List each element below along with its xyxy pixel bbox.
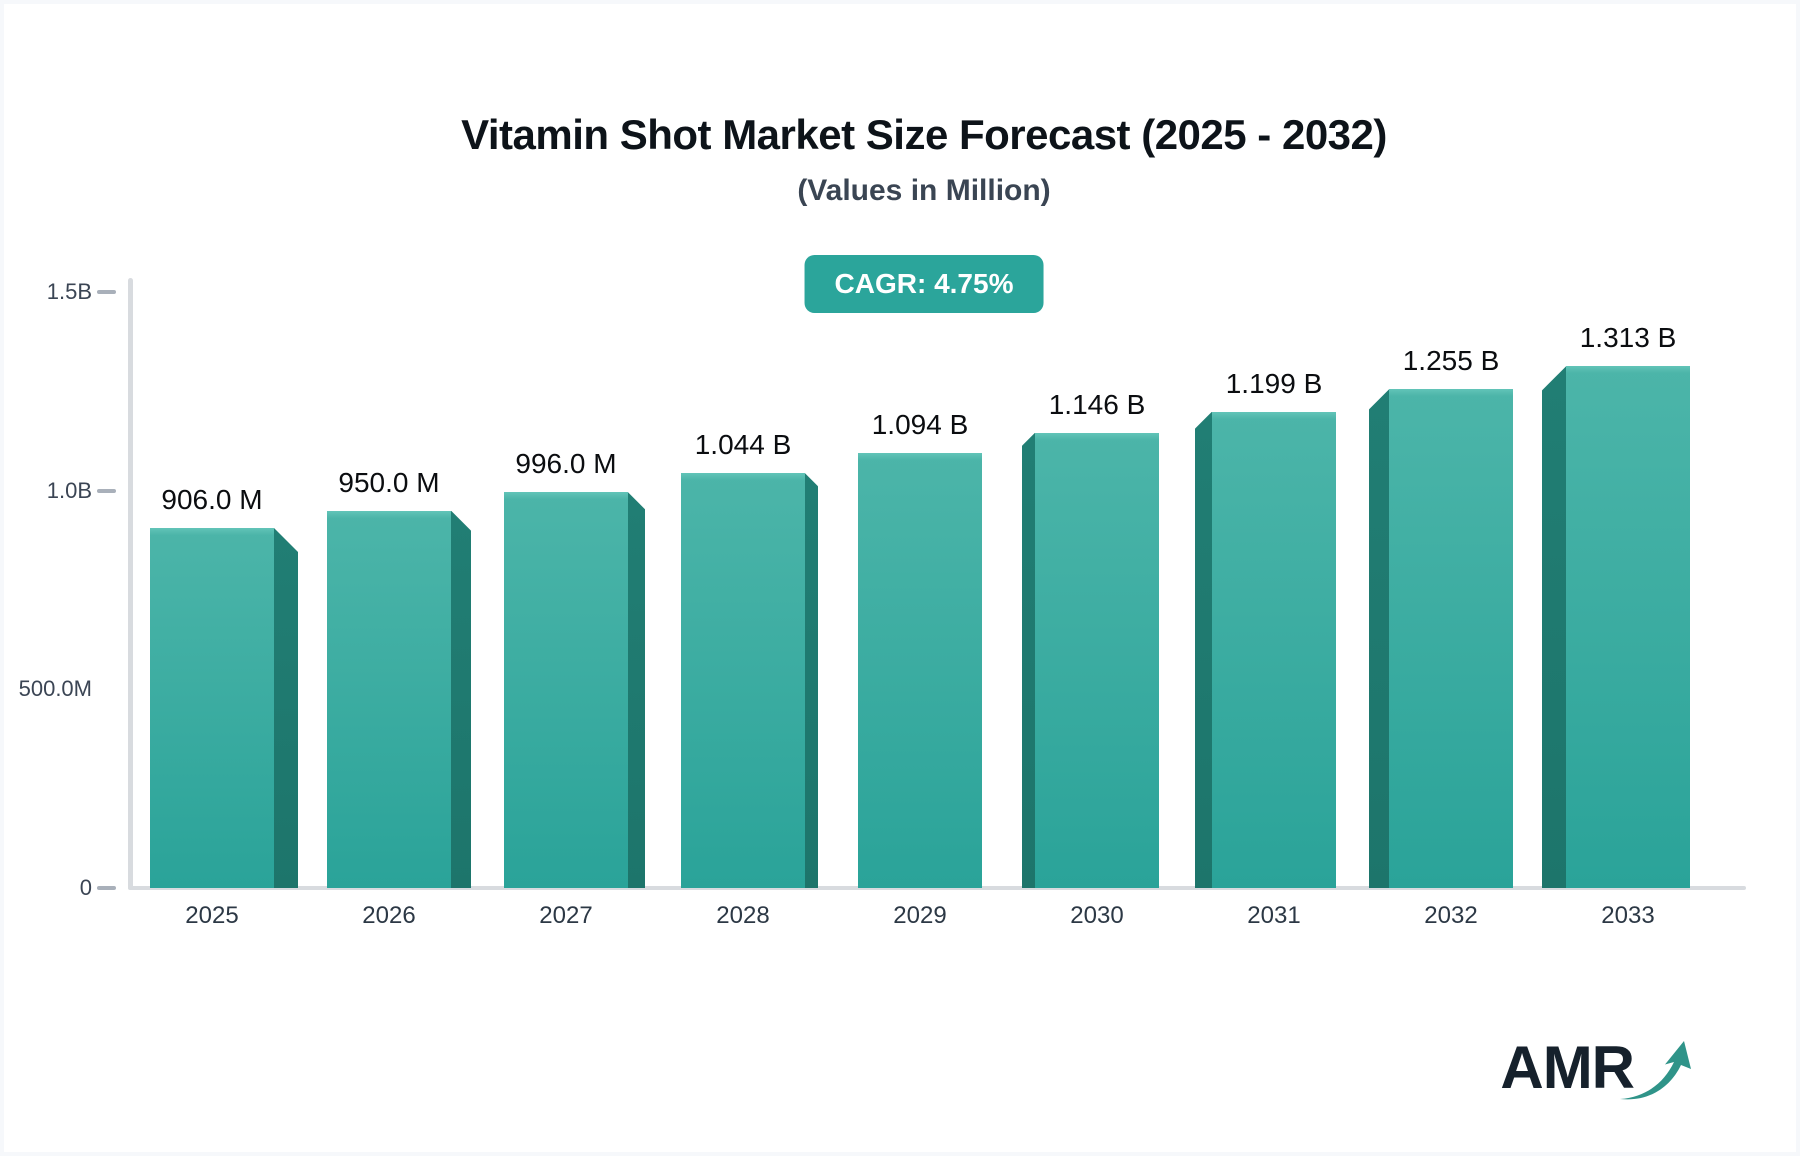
bar-top-face xyxy=(1035,432,1159,440)
bar-top-face xyxy=(150,528,274,536)
bar-top-face xyxy=(1566,366,1690,374)
growth-arrow-icon xyxy=(1620,1041,1691,1100)
x-tick-label-2031: 2031 xyxy=(1247,902,1301,929)
bar-side-face-2028 xyxy=(805,473,818,888)
bar-side-face-2027 xyxy=(628,492,645,888)
bar-value-label-2028: 1.044 B xyxy=(694,429,792,461)
bar-value-label-2025: 906.0 M xyxy=(161,484,263,516)
bar-2033 xyxy=(1566,366,1690,888)
bar-top-face xyxy=(1212,411,1336,419)
bar-top-face xyxy=(327,510,451,518)
x-tick-label-2028: 2028 xyxy=(716,902,770,929)
bar-side-face-2026 xyxy=(451,510,471,888)
bar-top-face xyxy=(858,453,982,461)
y-axis-line xyxy=(128,278,133,890)
bar-value-label-2031: 1.199 B xyxy=(1225,367,1323,399)
y-tick-label: 500.0M xyxy=(18,676,92,702)
y-tick-label: 0 xyxy=(79,875,92,900)
chart-plot-area: 1.5B 1.0B 500.0M 0 906.0 M 2025 950.0 M 2026 996… xyxy=(4,4,1796,1152)
bar-side-face-2031 xyxy=(1195,411,1212,888)
y-tick-dash xyxy=(97,886,116,890)
y-tick-dash xyxy=(97,488,116,493)
brand-logo: AMR xyxy=(1500,1034,1700,1101)
bar-2029 xyxy=(858,453,982,888)
bar-value-label-2029: 1.094 B xyxy=(871,409,969,441)
bar-value-label-2026: 950.0 M xyxy=(338,466,440,498)
bar-side-face-2030 xyxy=(1022,432,1035,888)
x-tick-label-2030: 2030 xyxy=(1070,902,1124,929)
bar-2026 xyxy=(327,510,451,888)
bar-side-face-2032 xyxy=(1369,389,1389,888)
bar-top-face xyxy=(1389,389,1513,397)
x-tick-label-2027: 2027 xyxy=(539,902,593,929)
bar-2028 xyxy=(681,473,805,888)
brand-logo-text: AMR xyxy=(1500,1034,1635,1101)
bar-2031 xyxy=(1212,411,1336,888)
y-tick-label: 1.5B xyxy=(46,279,92,305)
bar-value-label-2033: 1.313 B xyxy=(1579,322,1677,354)
bar-value-label-2030: 1.146 B xyxy=(1048,388,1146,420)
x-tick-label-2033: 2033 xyxy=(1601,902,1655,929)
x-tick-label-2029: 2029 xyxy=(893,902,947,929)
bar-top-face xyxy=(681,473,805,481)
bar-side-face-2033 xyxy=(1542,366,1566,888)
bar-side-face-2025 xyxy=(274,528,298,888)
bar-top-face xyxy=(504,492,628,500)
x-axis-line xyxy=(128,886,1746,890)
cagr-badge: CAGR: 4.75% xyxy=(804,255,1044,313)
bar-2032 xyxy=(1389,389,1513,888)
bar-2025 xyxy=(150,528,274,888)
y-tick-dash xyxy=(97,290,116,295)
x-tick-label-2025: 2025 xyxy=(185,902,239,929)
y-tick-label: 1.0B xyxy=(46,477,92,503)
x-tick-label-2026: 2026 xyxy=(362,902,416,929)
bar-value-label-2032: 1.255 B xyxy=(1402,345,1500,377)
bar-2030 xyxy=(1035,432,1159,888)
x-tick-label-2032: 2032 xyxy=(1424,902,1478,929)
bar-value-label-2027: 996.0 M xyxy=(515,448,617,480)
bar-2027 xyxy=(504,492,628,888)
